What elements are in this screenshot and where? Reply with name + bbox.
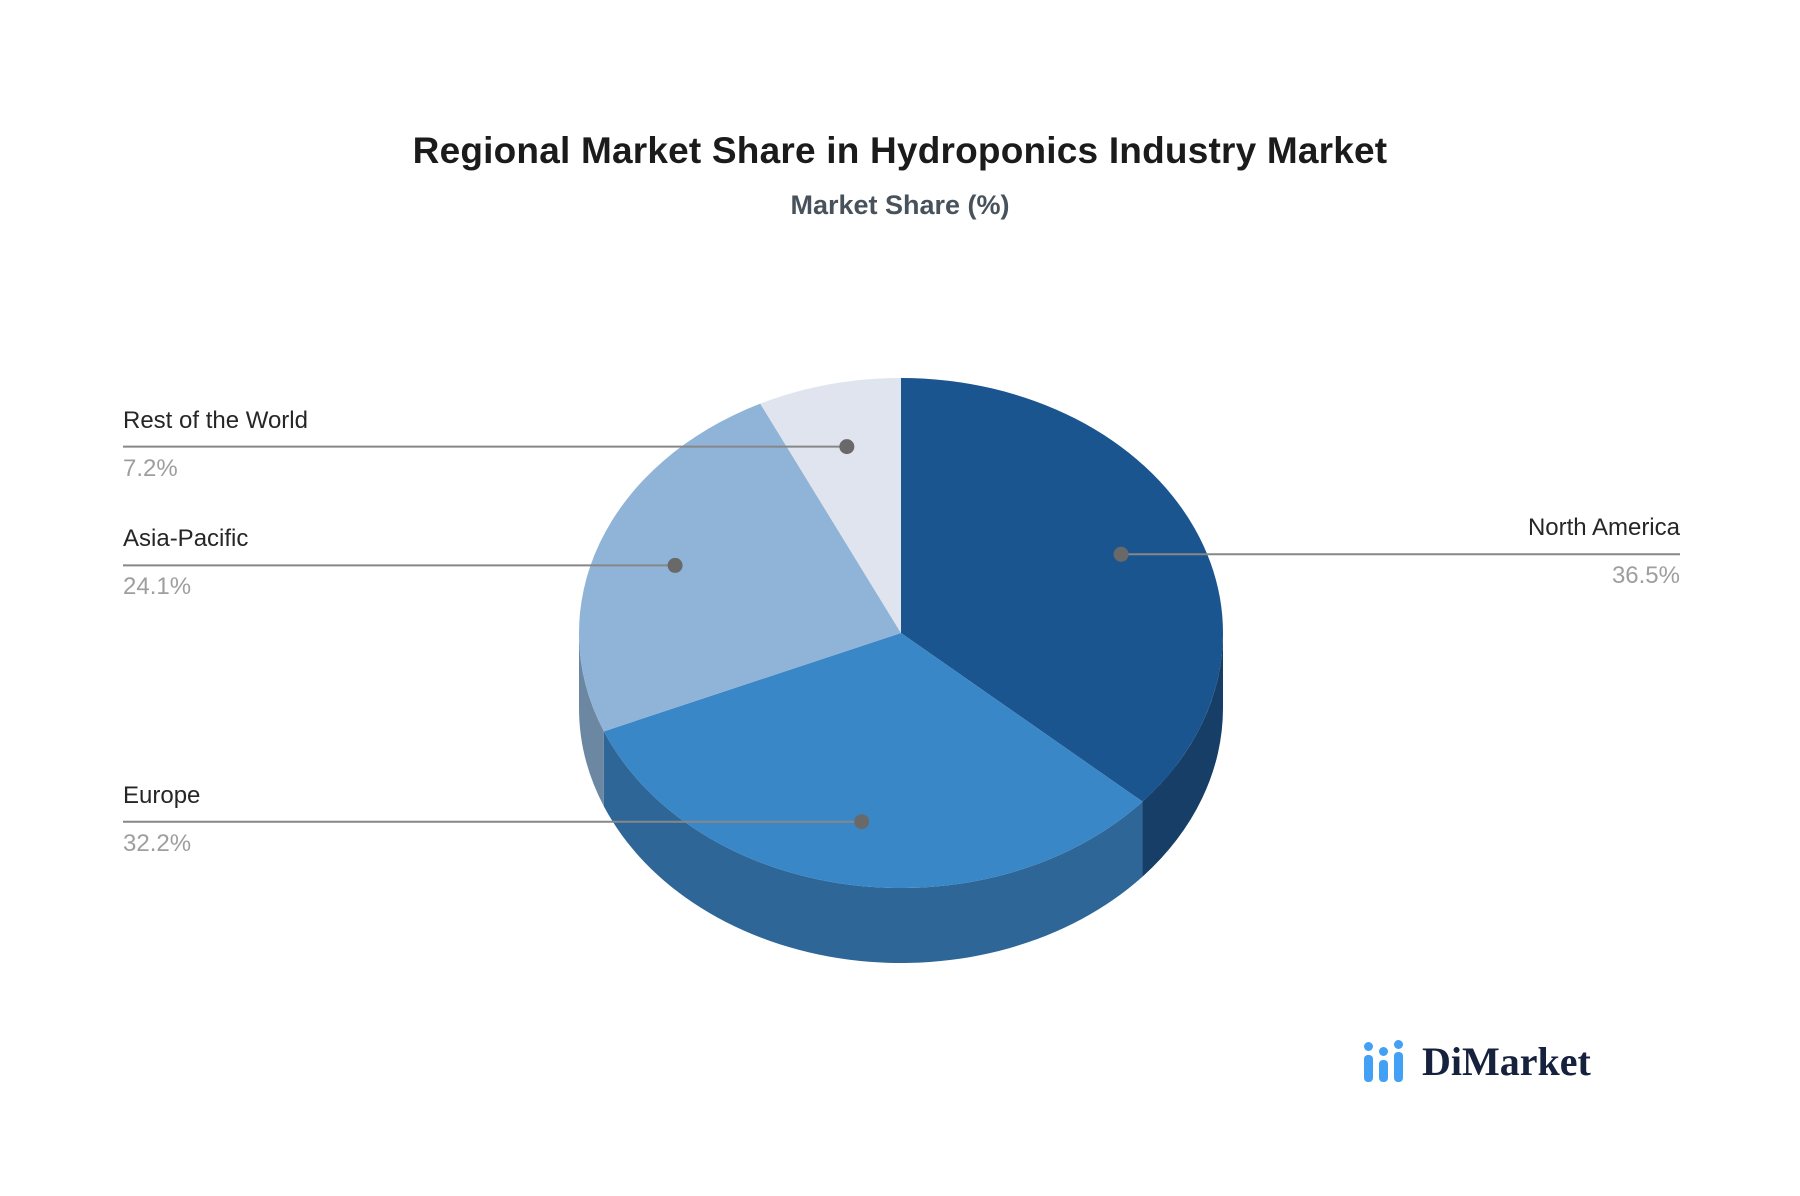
logo-dot [1394,1040,1403,1049]
pie-label-rest-of-the-world: Rest of the World [123,406,308,434]
pie-side-north-america [1142,633,1223,877]
leader-dot-asia-pacific [667,557,683,573]
chart-subtitle: Market Share (%) [790,190,1010,220]
pie-side-europe [603,731,1143,964]
pie-label-north-america: North America [1527,514,1680,542]
pie-side-asia-pacific [579,633,604,807]
logo-text: DiMarket [1422,1039,1591,1084]
pie-label-asia-pacific: Asia-Pacific [123,525,249,553]
chart-title: Regional Market Share in Hydroponics Ind… [412,130,1388,171]
logo-dot [1364,1042,1373,1051]
pie-slice-rest-of-the-world[interactable] [760,378,901,633]
pie-label-pct-rest-of-the-world: 7.2% [123,454,178,482]
pie-label-pct-north-america: 36.5% [1611,562,1680,590]
leader-dot-rest-of-the-world [839,439,855,455]
pie-slice-north-america[interactable] [901,378,1223,802]
bar-chart-icon [1364,1040,1403,1082]
logo-bar [1379,1060,1388,1082]
pie-label-europe: Europe [123,781,201,809]
leader-dot-europe [854,814,870,830]
pie-slice-europe[interactable] [603,633,1143,888]
leader-dot-north-america [1113,546,1129,562]
logo[interactable]: DiMarket [1362,1040,1591,1086]
logo-bar [1394,1052,1403,1082]
logo-bar [1364,1055,1373,1082]
pie-slice-asia-pacific[interactable] [578,403,901,732]
logo-dot [1379,1047,1388,1056]
pie-label-pct-asia-pacific: 24.1% [123,573,192,601]
pie-label-pct-europe: 32.2% [123,829,192,857]
